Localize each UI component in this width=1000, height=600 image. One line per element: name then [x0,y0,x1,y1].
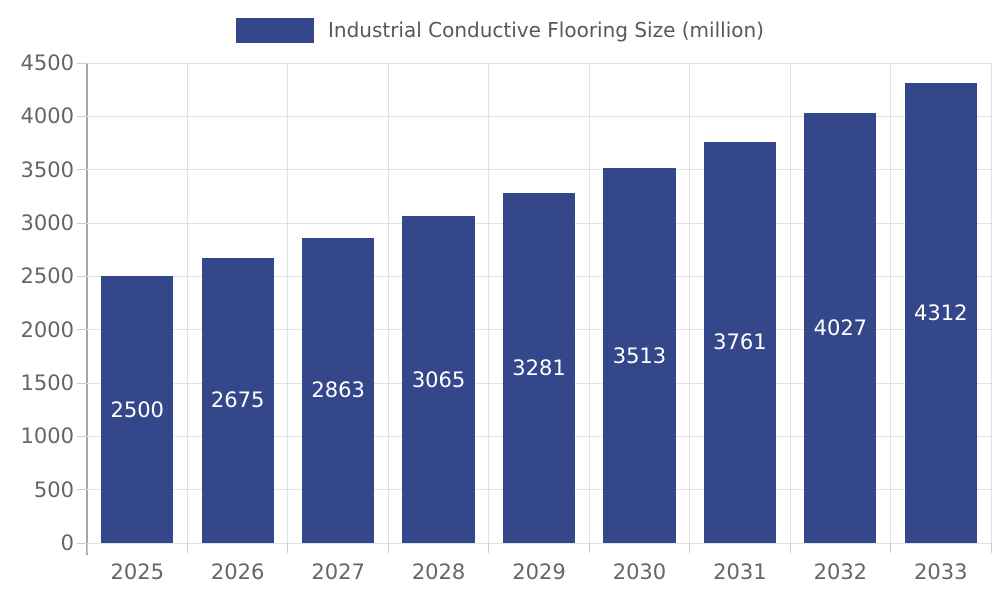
x-tick-label: 2033 [914,560,968,584]
y-axis-line [86,63,88,555]
x-axis-tick [789,543,791,553]
y-axis-tick [77,222,87,224]
x-tick-label: 2025 [110,560,164,584]
bar-value-label: 4027 [813,316,868,341]
bar: 4312 [904,83,977,543]
gridline-horizontal [87,62,991,64]
gridline-vertical [186,63,188,543]
x-tick-label: 2026 [210,560,265,584]
y-tick-label: 3000 [20,211,74,235]
legend: Industrial Conductive Flooring Size (mil… [0,18,1000,43]
x-axis-tick [689,543,691,553]
bar-value-label: 4312 [914,301,968,326]
bar-value-label: 3513 [612,343,667,368]
x-tick-label: 2028 [411,560,466,584]
x-tick-label: 2029 [512,560,566,584]
bar: 2675 [201,257,274,543]
y-tick-label: 4000 [20,104,74,129]
legend-swatch [236,18,314,43]
bar: 3065 [402,216,475,543]
x-axis-tick [186,543,188,553]
x-axis-tick [488,543,490,553]
gridline-vertical [890,63,892,543]
y-axis-tick [77,382,87,384]
y-axis-tick [77,435,87,437]
bar: 2863 [301,237,375,543]
x-axis-tick [990,543,992,553]
x-tick-label: 2031 [713,560,767,584]
x-tick-label: 2030 [612,560,667,584]
gridline-vertical [689,63,691,543]
y-tick-label: 500 [33,477,74,502]
gridline-vertical [588,63,590,543]
y-axis-tick [77,275,87,277]
gridline-vertical [488,63,490,543]
gridline-vertical [287,63,289,543]
plot-area: 2500 2675 2863 3065 3281 3513 3761 4027 4312 [87,62,992,544]
bar-value-label: 3761 [713,330,767,355]
bar-value-label: 2863 [311,378,365,403]
bar: 4027 [804,113,877,543]
y-axis-tick [77,169,87,171]
bar-value-label: 3281 [512,356,566,380]
y-tick-label: 2000 [20,317,74,342]
y-tick-label: 0 [60,531,74,555]
bar-value-label: 3065 [411,367,466,392]
x-axis-tick [86,543,88,553]
bar-value-label: 2500 [110,397,164,422]
y-tick-label: 3500 [20,157,74,182]
bar-value-label: 2675 [210,388,265,413]
gridline-vertical [789,63,791,543]
y-axis-tick [77,489,87,491]
gridline-vertical [990,63,992,543]
y-tick-label: 4500 [20,51,74,75]
x-tick-label: 2032 [813,560,868,584]
gridline-horizontal [87,169,991,171]
x-tick-label: 2027 [311,560,365,584]
y-tick-label: 1500 [20,371,74,395]
y-axis-tick [77,329,87,331]
x-axis-tick [387,543,389,553]
x-axis-tick [890,543,892,553]
y-tick-label: 2500 [20,264,74,289]
bar: 2500 [101,276,174,543]
y-tick-label: 1000 [20,424,74,449]
y-axis-tick [77,62,87,64]
bar: 3281 [502,193,576,543]
y-axis-tick [77,542,87,544]
bar: 3761 [703,141,777,543]
x-axis-tick [287,543,289,553]
gridline-horizontal [87,115,991,117]
y-axis-tick [77,115,87,117]
gridline-vertical [387,63,389,543]
legend-label: Industrial Conductive Flooring Size (mil… [328,18,764,42]
gridline-horizontal [87,542,991,544]
bar: 3513 [603,168,676,543]
x-axis-tick [588,543,590,553]
